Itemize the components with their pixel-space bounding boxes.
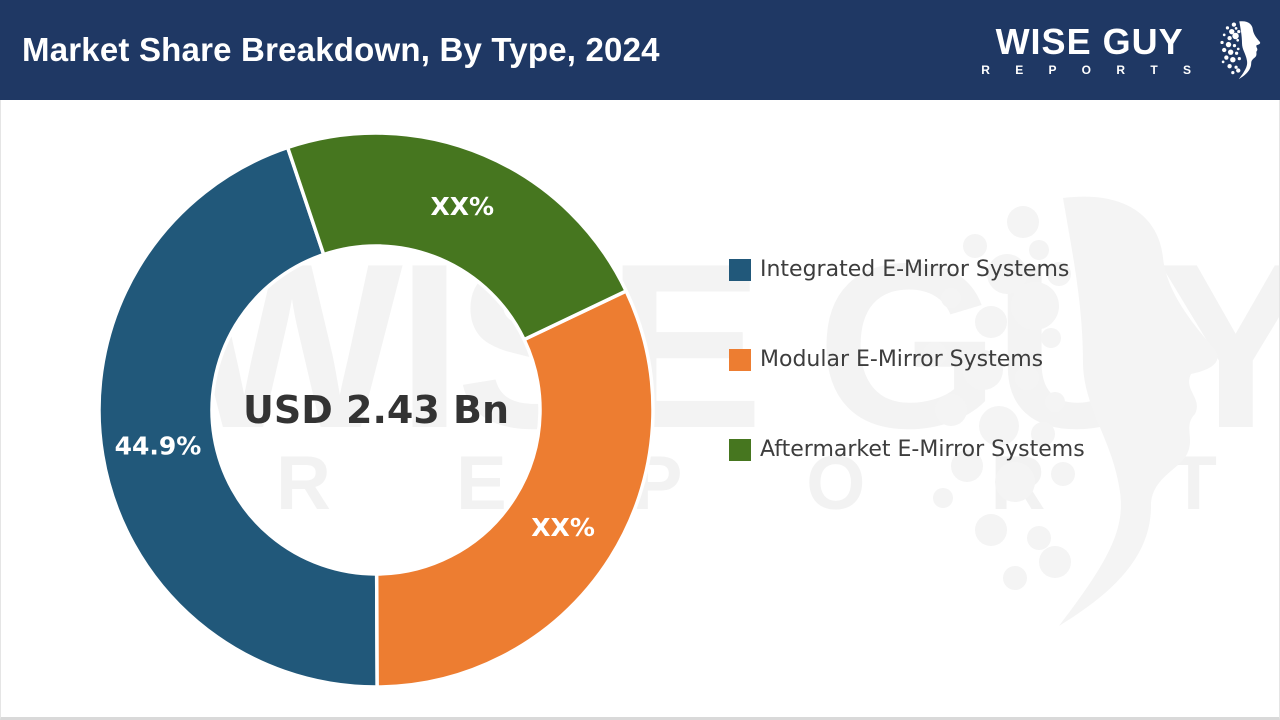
donut-chart: 44.9% XX% XX% bbox=[97, 131, 655, 689]
donut-segment-2 bbox=[374, 289, 655, 689]
legend-label-1: Integrated E-Mirror Systems bbox=[760, 257, 1070, 282]
segment-value-label-3: XX% bbox=[430, 192, 494, 221]
segment-value-label-2: XX% bbox=[531, 513, 595, 542]
legend-item-2: Modular E-Mirror Systems bbox=[729, 348, 1085, 372]
donut-center-value: USD 2.43 Bn bbox=[243, 388, 509, 432]
donut-segment-1 bbox=[97, 145, 379, 689]
legend-label-3: Aftermarket E-Mirror Systems bbox=[760, 437, 1085, 462]
legend-swatch-2 bbox=[729, 349, 751, 371]
logo-face-icon bbox=[1220, 21, 1261, 80]
segment-value-label-1: 44.9% bbox=[115, 432, 202, 461]
logo-primary-text: WISE GUY bbox=[995, 20, 1184, 62]
header-bar: Market Share Breakdown, By Type, 2024 WI… bbox=[0, 0, 1280, 100]
wise-guy-logo: WISE GUY R E P O R T S bbox=[977, 10, 1262, 90]
logo-secondary-text: R E P O R T S bbox=[981, 62, 1202, 77]
logo-wordmark: WISE GUY R E P O R T S bbox=[977, 20, 1202, 77]
legend-label-2: Modular E-Mirror Systems bbox=[760, 347, 1044, 372]
legend-item-3: Aftermarket E-Mirror Systems bbox=[729, 438, 1085, 462]
legend-swatch-3 bbox=[729, 439, 751, 461]
donut-segment-3 bbox=[285, 131, 628, 342]
legend: Integrated E-Mirror Systems Modular E-Mir… bbox=[729, 258, 1085, 528]
chart-area: WISE GUY R E P O R T S 44.9%XX%XX% USD 2… bbox=[0, 100, 1280, 720]
legend-item-1: Integrated E-Mirror Systems bbox=[729, 258, 1085, 282]
page-title: Market Share Breakdown, By Type, 2024 bbox=[22, 31, 660, 68]
legend-swatch-1 bbox=[729, 259, 751, 281]
